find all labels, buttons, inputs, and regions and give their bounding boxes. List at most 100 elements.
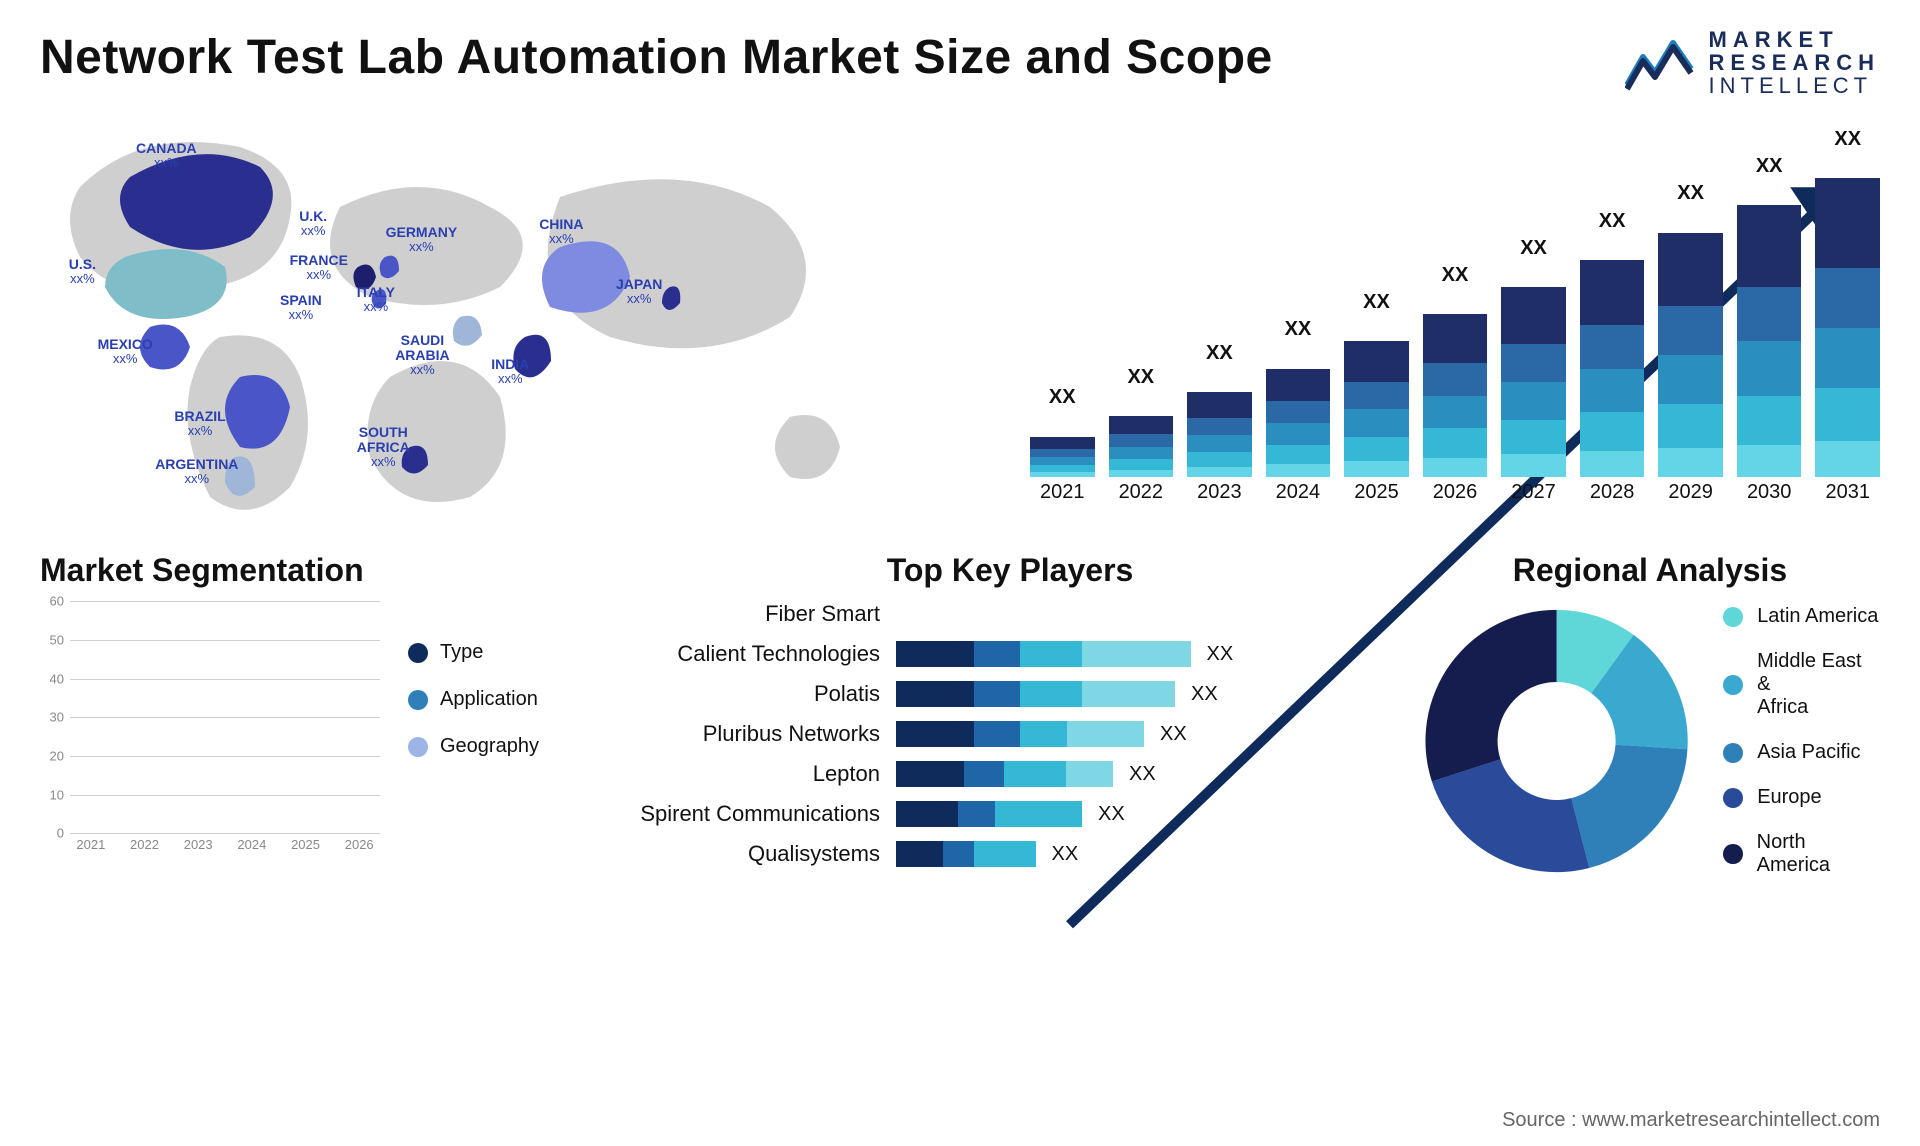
trend-bar-2022: XX bbox=[1109, 416, 1174, 477]
seg-ytick: 40 bbox=[50, 671, 70, 686]
trend-xlabel: 2027 bbox=[1501, 481, 1566, 517]
trend-value-label: XX bbox=[1756, 155, 1783, 178]
brand-line2: RESEARCH bbox=[1709, 51, 1880, 74]
map-label-saudi-arabia: SAUDIARABIAxx% bbox=[395, 333, 449, 376]
map-label-mexico: MEXICOxx% bbox=[98, 337, 153, 365]
map-label-south-africa: SOUTHAFRICAxx% bbox=[357, 425, 410, 468]
trend-bar-2021: XX bbox=[1030, 436, 1095, 477]
trend-bar-2023: XX bbox=[1187, 392, 1252, 477]
map-label-u-k-: U.K.xx% bbox=[299, 209, 327, 237]
player-row: Calient Technologies XX bbox=[640, 641, 1380, 667]
donut-slice bbox=[1425, 610, 1556, 782]
brand-line3: INTELLECT bbox=[1709, 74, 1880, 97]
player-row: Polatis XX bbox=[640, 681, 1380, 707]
regional-legend-item: Latin America bbox=[1723, 605, 1880, 628]
player-name: Lepton bbox=[640, 761, 880, 787]
seg-ytick: 50 bbox=[50, 632, 70, 647]
seg-ytick: 60 bbox=[50, 594, 70, 609]
player-row: Qualisystems XX bbox=[640, 841, 1380, 867]
map-label-china: CHINAxx% bbox=[539, 217, 583, 245]
seg-xlabel: 2026 bbox=[338, 837, 380, 861]
regional-donut-chart bbox=[1420, 601, 1693, 881]
player-bar bbox=[896, 721, 1144, 747]
trend-value-label: XX bbox=[1677, 182, 1704, 205]
segmentation-title: Market Segmentation bbox=[40, 552, 600, 589]
player-bar bbox=[896, 641, 1191, 667]
market-trend-chart: XXXXXXXXXXXXXXXXXXXXXX 20212022202320242… bbox=[1030, 117, 1880, 517]
trend-bar-2024: XX bbox=[1266, 368, 1331, 477]
player-value-label: XX bbox=[1098, 803, 1125, 826]
player-row: Lepton XX bbox=[640, 761, 1380, 787]
segmentation-legend: Type Application Geography bbox=[408, 601, 539, 861]
players-title: Top Key Players bbox=[640, 552, 1380, 589]
player-value-label: XX bbox=[1160, 723, 1187, 746]
trend-bar-2026: XX bbox=[1423, 314, 1488, 477]
seg-ytick: 0 bbox=[57, 826, 70, 841]
trend-bar-2027: XX bbox=[1501, 287, 1566, 477]
regional-title: Regional Analysis bbox=[1420, 552, 1880, 589]
source-text: Source : www.marketresearchintellect.com bbox=[1502, 1109, 1880, 1132]
player-name: Polatis bbox=[640, 681, 880, 707]
trend-value-label: XX bbox=[1363, 291, 1390, 314]
trend-value-label: XX bbox=[1442, 264, 1469, 287]
regional-legend-item: Middle East &Africa bbox=[1723, 650, 1880, 719]
regional-legend-item: North America bbox=[1723, 831, 1880, 877]
map-label-spain: SPAINxx% bbox=[280, 293, 322, 321]
trend-value-label: XX bbox=[1599, 210, 1626, 233]
seg-xlabel: 2024 bbox=[231, 837, 273, 861]
seg-xlabel: 2025 bbox=[285, 837, 327, 861]
seg-legend-item: Application bbox=[408, 688, 539, 711]
seg-ytick: 30 bbox=[50, 710, 70, 725]
player-name: Pluribus Networks bbox=[640, 721, 880, 747]
seg-legend-item: Geography bbox=[408, 735, 539, 758]
seg-xlabel: 2022 bbox=[124, 837, 166, 861]
trend-xlabel: 2023 bbox=[1187, 481, 1252, 517]
trend-xlabel: 2021 bbox=[1030, 481, 1095, 517]
seg-xlabel: 2023 bbox=[177, 837, 219, 861]
seg-xlabel: 2021 bbox=[70, 837, 112, 861]
trend-bar-2029: XX bbox=[1658, 232, 1723, 477]
map-label-japan: JAPANxx% bbox=[616, 277, 662, 305]
map-label-france: FRANCExx% bbox=[290, 253, 348, 281]
trend-xlabel: 2025 bbox=[1344, 481, 1409, 517]
player-value-label: XX bbox=[1207, 643, 1234, 666]
player-name: Qualisystems bbox=[640, 841, 880, 867]
player-bar bbox=[896, 761, 1113, 787]
segmentation-bars bbox=[70, 601, 380, 833]
trend-value-label: XX bbox=[1049, 386, 1076, 409]
seg-legend-item: Type bbox=[408, 641, 539, 664]
top-players-section: Top Key Players Fiber Smart Calient Techn… bbox=[640, 552, 1380, 881]
seg-ytick: 20 bbox=[50, 748, 70, 763]
trend-xlabel: 2022 bbox=[1109, 481, 1174, 517]
brand-icon bbox=[1625, 35, 1695, 91]
map-label-canada: CANADAxx% bbox=[136, 141, 197, 169]
brand-logo: MARKET RESEARCH INTELLECT bbox=[1625, 28, 1880, 97]
market-segmentation-section: Market Segmentation 0102030405060 202120… bbox=[40, 552, 600, 881]
trend-xlabel: 2029 bbox=[1658, 481, 1723, 517]
trend-xlabel: 2026 bbox=[1423, 481, 1488, 517]
map-label-germany: GERMANYxx% bbox=[386, 225, 458, 253]
trend-bars: XXXXXXXXXXXXXXXXXXXXXX bbox=[1030, 137, 1880, 477]
regional-legend-item: Europe bbox=[1723, 786, 1880, 809]
world-map: CANADAxx%U.S.xx%MEXICOxx%BRAZILxx%ARGENT… bbox=[40, 117, 1000, 517]
player-value-label: XX bbox=[1129, 763, 1156, 786]
trend-value-label: XX bbox=[1127, 366, 1154, 389]
player-name: Calient Technologies bbox=[640, 641, 880, 667]
map-label-argentina: ARGENTINAxx% bbox=[155, 457, 238, 485]
trend-bar-2030: XX bbox=[1737, 205, 1802, 477]
trend-bar-2031: XX bbox=[1815, 178, 1880, 477]
trend-value-label: XX bbox=[1834, 128, 1861, 151]
trend-xlabel: 2024 bbox=[1266, 481, 1331, 517]
segmentation-xlabels: 2021 2022 2023 2024 2025 2026 bbox=[70, 837, 380, 861]
player-row: Fiber Smart bbox=[640, 601, 1380, 627]
regional-section: Regional Analysis Latin America Middle Ea… bbox=[1420, 552, 1880, 881]
player-value-label: XX bbox=[1191, 683, 1218, 706]
page-title: Network Test Lab Automation Market Size … bbox=[40, 30, 1273, 85]
regional-legend-item: Asia Pacific bbox=[1723, 741, 1880, 764]
player-value-label: XX bbox=[1052, 843, 1079, 866]
map-label-u-s-: U.S.xx% bbox=[69, 257, 96, 285]
trend-xlabels: 2021202220232024202520262027202820292030… bbox=[1030, 481, 1880, 517]
trend-xlabel: 2028 bbox=[1580, 481, 1645, 517]
player-row: Pluribus Networks XX bbox=[640, 721, 1380, 747]
regional-legend: Latin America Middle East &Africa Asia Pac… bbox=[1723, 605, 1880, 877]
